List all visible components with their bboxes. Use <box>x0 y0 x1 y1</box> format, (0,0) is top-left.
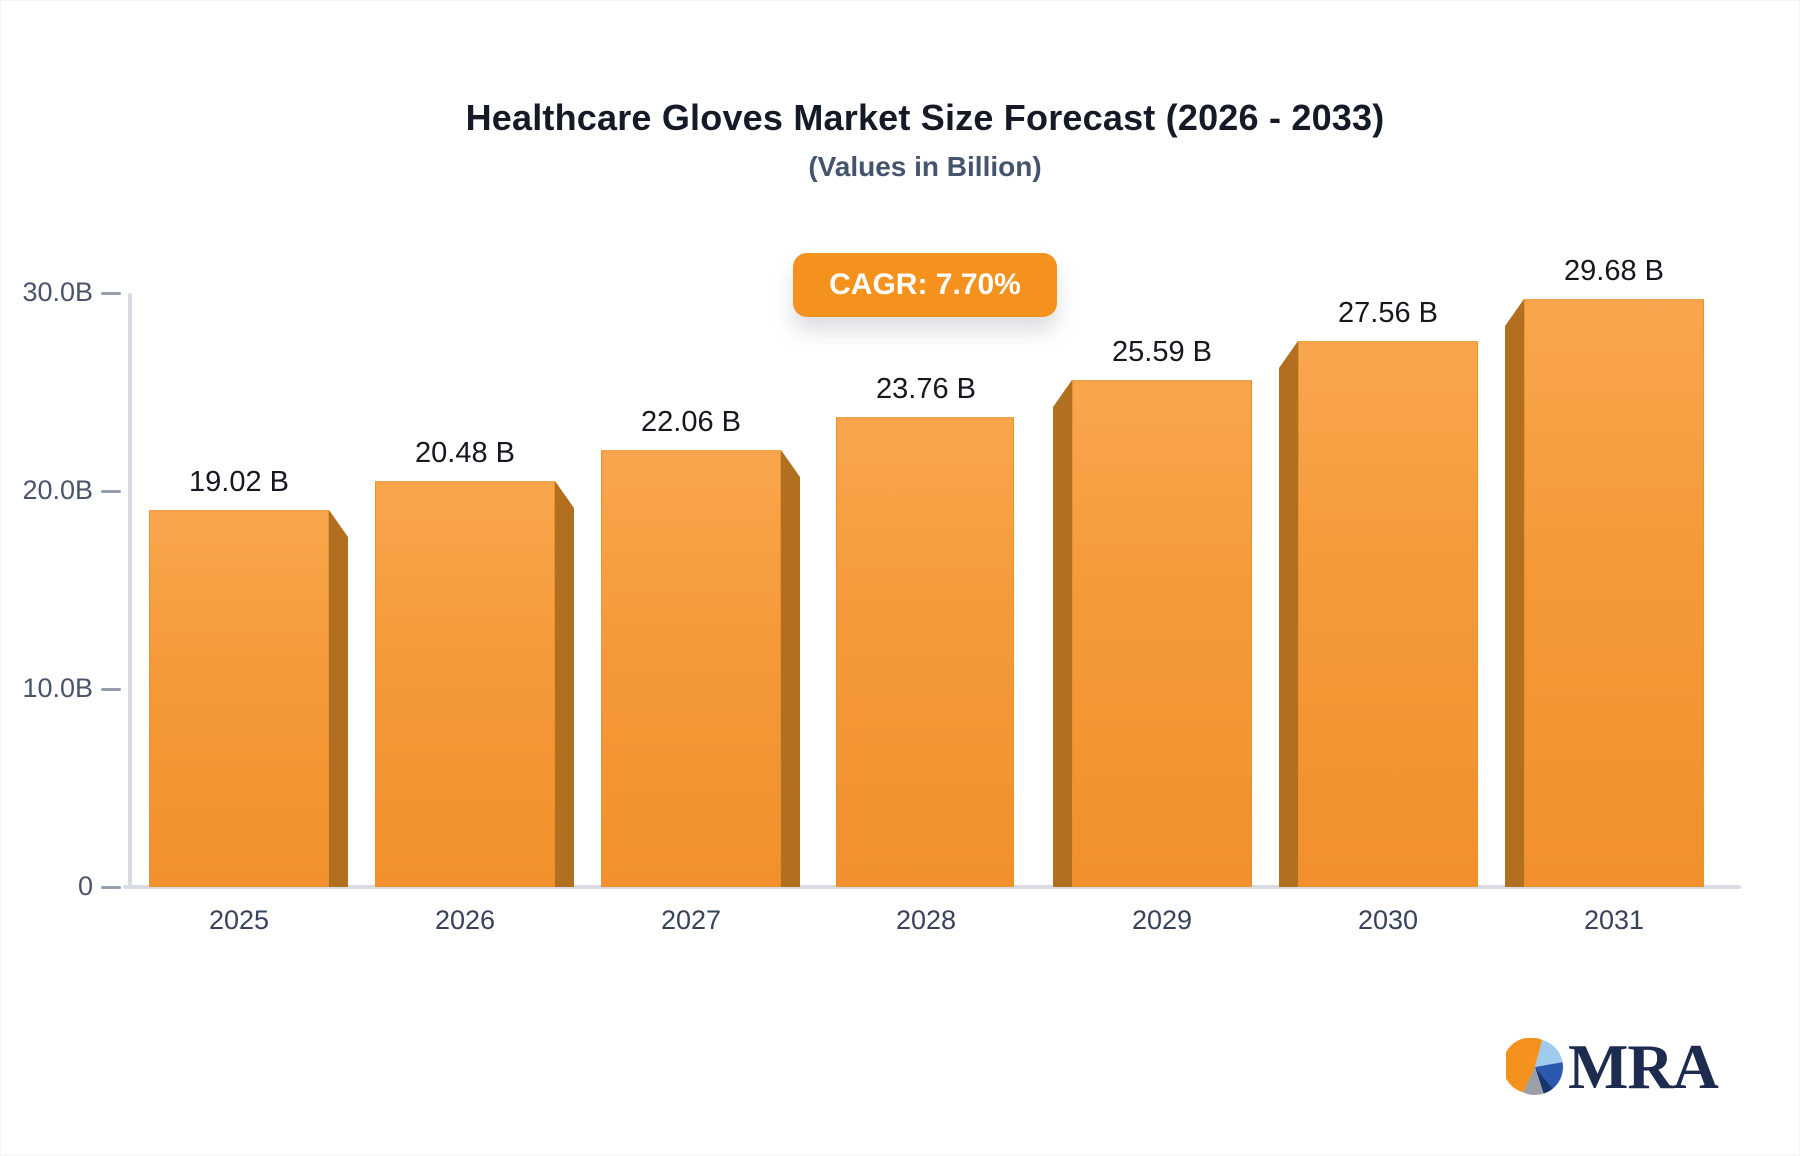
chart-title: Healthcare Gloves Market Size Forecast (… <box>465 97 1385 138</box>
bar-2027 <box>601 450 781 887</box>
y-tick-mark <box>101 291 121 295</box>
bar-2030 <box>1298 341 1478 887</box>
bar-2031 <box>1524 299 1704 887</box>
cagr-badge-wrap: CAGR: 7.70% <box>51 253 1799 317</box>
bar-2026 <box>375 481 555 887</box>
bar-value-label: 23.76 B <box>876 373 976 405</box>
bar-value-label: 19.02 B <box>189 466 289 498</box>
y-tick-mark <box>101 885 121 889</box>
bar-side-face <box>781 450 800 887</box>
x-axis-label-2031: 2031 <box>1583 905 1645 935</box>
y-tick-label: 0 <box>77 871 93 901</box>
bar-value-label: 29.68 B <box>1564 255 1664 287</box>
y-tick-mark <box>101 489 121 493</box>
bar-side-face <box>555 481 574 887</box>
bar-value-label: 22.06 B <box>641 406 741 438</box>
company-logo: MRA <box>1506 1031 1719 1102</box>
bar-2025 <box>149 510 329 887</box>
x-axis-baseline <box>123 885 1741 889</box>
bar-2029 <box>1072 380 1252 887</box>
bar-value-label: 25.59 B <box>1112 336 1212 368</box>
bar-value-label: 27.56 B <box>1338 297 1438 329</box>
y-tick-label: 10.0B <box>22 673 93 703</box>
chart-subtitle: (Values in Billion) <box>808 151 1042 182</box>
y-tick-label: 20.0B <box>22 475 93 505</box>
bar-value-label: 20.48 B <box>415 437 515 469</box>
cagr-badge: CAGR: 7.70% <box>793 253 1057 317</box>
bar-side-face <box>1053 380 1072 887</box>
y-axis-line <box>128 293 132 887</box>
bar-side-face <box>329 510 348 887</box>
x-axis-label-2029: 2029 <box>1131 905 1193 935</box>
logo-pie-icon <box>1506 1038 1563 1095</box>
bar-2028 <box>836 417 1014 887</box>
x-axis-label-2026: 2026 <box>434 905 496 935</box>
logo-text: MRA <box>1568 1031 1719 1102</box>
bar-side-face <box>1279 341 1298 887</box>
x-axis-label-2028: 2028 <box>895 905 957 935</box>
x-axis-label-2025: 2025 <box>208 905 270 935</box>
x-axis-label-2030: 2030 <box>1357 905 1419 935</box>
y-tick-mark <box>101 687 121 691</box>
x-axis-label-2027: 2027 <box>660 905 722 935</box>
bar-side-face <box>1505 299 1524 887</box>
y-tick-label: 30.0B <box>22 277 93 307</box>
